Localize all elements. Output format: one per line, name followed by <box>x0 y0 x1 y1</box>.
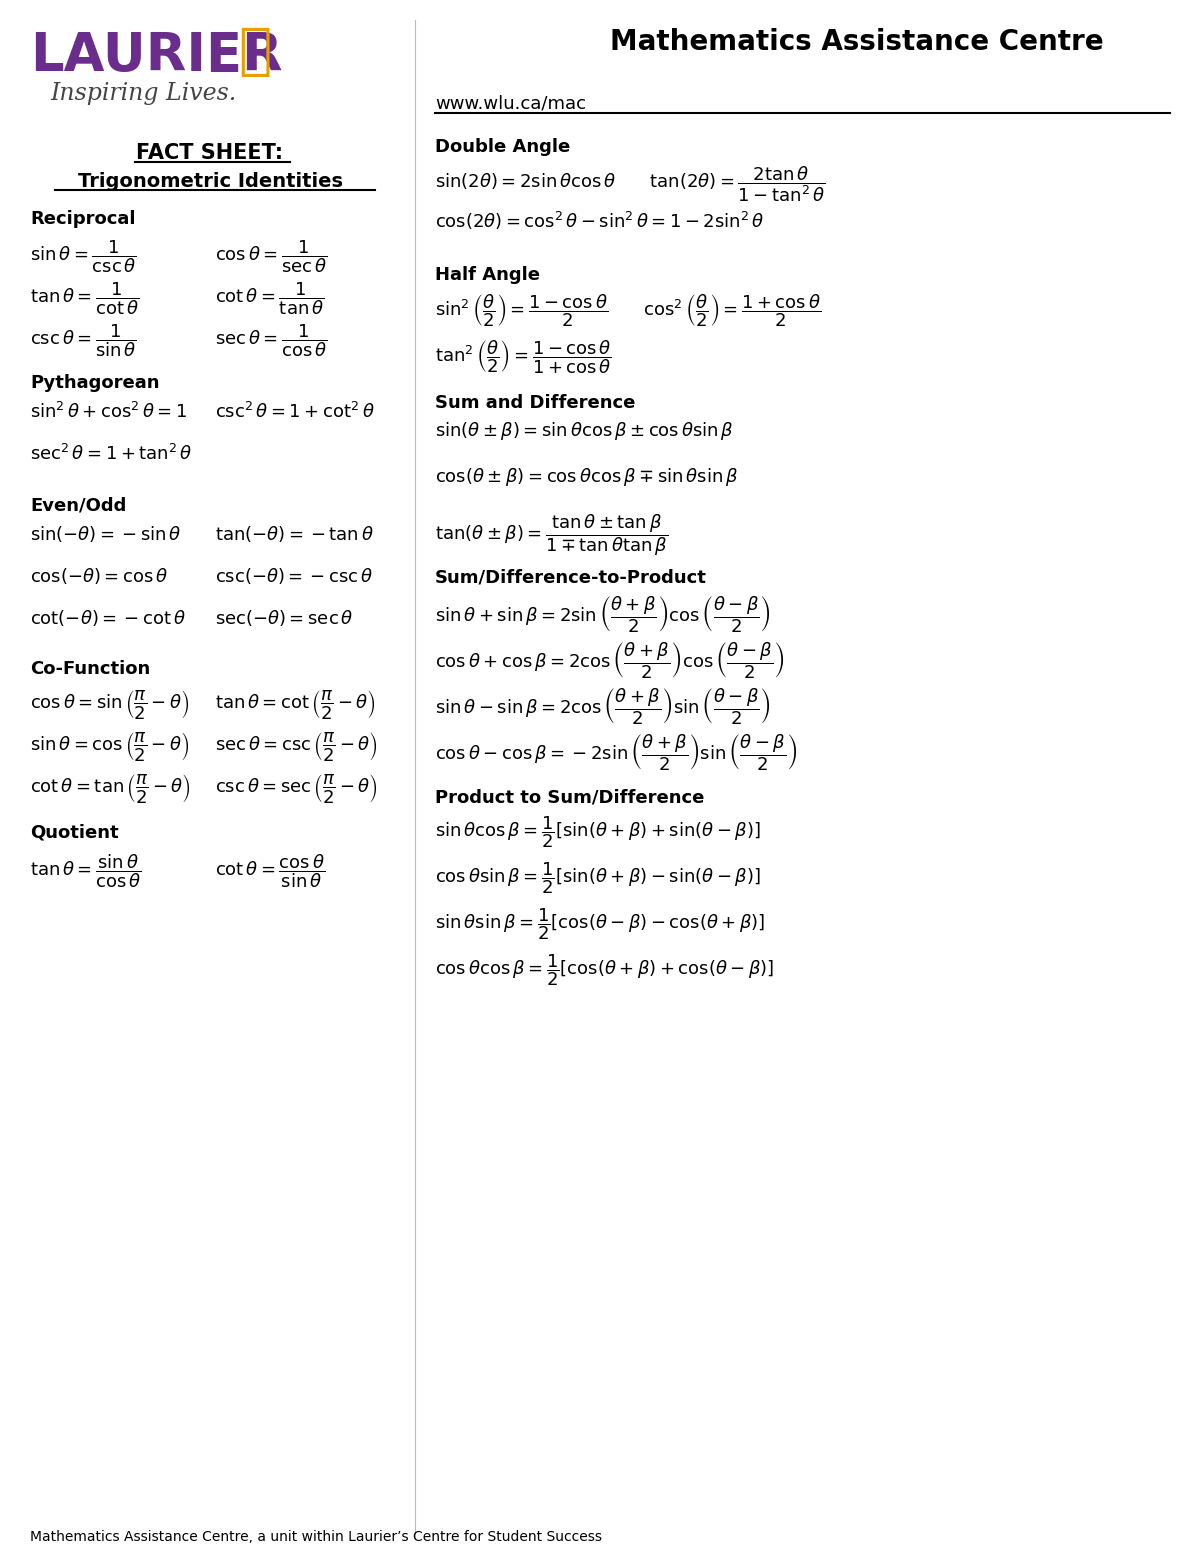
Text: www.wlu.ca/mac: www.wlu.ca/mac <box>436 95 586 113</box>
Text: $\csc\theta = \sec\left(\dfrac{\pi}{2} - \theta\right)$: $\csc\theta = \sec\left(\dfrac{\pi}{2} -… <box>215 772 378 804</box>
Text: $\sec\theta = \csc\left(\dfrac{\pi}{2} - \theta\right)$: $\sec\theta = \csc\left(\dfrac{\pi}{2} -… <box>215 730 378 763</box>
Text: Half Angle: Half Angle <box>436 266 540 284</box>
Text: $\cos(-\theta) = \cos\theta$: $\cos(-\theta) = \cos\theta$ <box>30 565 168 585</box>
Text: $\sec\theta = \dfrac{1}{\cos\theta}$: $\sec\theta = \dfrac{1}{\cos\theta}$ <box>215 321 328 359</box>
Text: $\sin\theta\sin\beta = \dfrac{1}{2}[\cos(\theta-\beta) - \cos(\theta+\beta)]$: $\sin\theta\sin\beta = \dfrac{1}{2}[\cos… <box>436 905 766 941</box>
Text: $\csc^2\theta = 1 + \cot^2\theta$: $\csc^2\theta = 1 + \cot^2\theta$ <box>215 402 374 422</box>
Text: $\cos\theta\cos\beta = \dfrac{1}{2}[\cos(\theta+\beta) + \cos(\theta-\beta)]$: $\cos\theta\cos\beta = \dfrac{1}{2}[\cos… <box>436 952 774 988</box>
Text: Quotient: Quotient <box>30 825 119 842</box>
Text: $\sin^2\theta + \cos^2\theta = 1$: $\sin^2\theta + \cos^2\theta = 1$ <box>30 402 187 422</box>
Text: Product to Sum/Difference: Product to Sum/Difference <box>436 787 704 806</box>
Text: $\sin\theta = \dfrac{1}{\csc\theta}$: $\sin\theta = \dfrac{1}{\csc\theta}$ <box>30 238 137 275</box>
Text: $\cos(\theta \pm \beta) = \cos\theta\cos\beta \mp \sin\theta\sin\beta$: $\cos(\theta \pm \beta) = \cos\theta\cos… <box>436 466 738 488</box>
Text: $\tan\theta = \dfrac{\sin\theta}{\cos\theta}$: $\tan\theta = \dfrac{\sin\theta}{\cos\th… <box>30 853 142 890</box>
Text: Inspiring Lives.: Inspiring Lives. <box>50 82 236 106</box>
Text: $\cot(-\theta) = -\cot\theta$: $\cot(-\theta) = -\cot\theta$ <box>30 609 186 627</box>
Text: $\cos\theta = \dfrac{1}{\sec\theta}$: $\cos\theta = \dfrac{1}{\sec\theta}$ <box>215 238 328 275</box>
Text: $\cos\theta\sin\beta = \dfrac{1}{2}[\sin(\theta+\beta) - \sin(\theta-\beta)]$: $\cos\theta\sin\beta = \dfrac{1}{2}[\sin… <box>436 860 761 896</box>
Text: $\sin(-\theta) = -\sin\theta$: $\sin(-\theta) = -\sin\theta$ <box>30 523 181 544</box>
Text: Reciprocal: Reciprocal <box>30 210 136 228</box>
Text: Co-Function: Co-Function <box>30 660 150 679</box>
Text: $\csc(-\theta) = -\csc\theta$: $\csc(-\theta) = -\csc\theta$ <box>215 565 373 585</box>
Text: $\cos\theta - \cos\beta = -2\sin\left(\dfrac{\theta+\beta}{2}\right)\sin\left(\d: $\cos\theta - \cos\beta = -2\sin\left(\d… <box>436 731 798 773</box>
Text: $\tan^2\left(\dfrac{\theta}{2}\right) = \dfrac{1-\cos\theta}{1+\cos\theta}$: $\tan^2\left(\dfrac{\theta}{2}\right) = … <box>436 339 612 376</box>
Text: $\sin\theta\cos\beta = \dfrac{1}{2}[\sin(\theta+\beta) + \sin(\theta-\beta)]$: $\sin\theta\cos\beta = \dfrac{1}{2}[\sin… <box>436 814 761 849</box>
Text: $\tan\theta = \cot\left(\dfrac{\pi}{2} - \theta\right)$: $\tan\theta = \cot\left(\dfrac{\pi}{2} -… <box>215 688 376 721</box>
Text: $\tan\theta = \dfrac{1}{\cot\theta}$: $\tan\theta = \dfrac{1}{\cot\theta}$ <box>30 280 139 317</box>
Text: $\csc\theta = \dfrac{1}{\sin\theta}$: $\csc\theta = \dfrac{1}{\sin\theta}$ <box>30 321 137 359</box>
Text: $\cos\theta = \sin\left(\dfrac{\pi}{2} - \theta\right)$: $\cos\theta = \sin\left(\dfrac{\pi}{2} -… <box>30 688 190 721</box>
Text: $\cos\theta + \cos\beta = 2\cos\left(\dfrac{\theta+\beta}{2}\right)\cos\left(\df: $\cos\theta + \cos\beta = 2\cos\left(\df… <box>436 640 785 680</box>
Text: $\tan(\theta \pm \beta) = \dfrac{\tan\theta \pm \tan\beta}{1 \mp \tan\theta\tan\: $\tan(\theta \pm \beta) = \dfrac{\tan\th… <box>436 512 668 558</box>
Text: $\cot\theta = \tan\left(\dfrac{\pi}{2} - \theta\right)$: $\cot\theta = \tan\left(\dfrac{\pi}{2} -… <box>30 772 191 804</box>
Text: Even/Odd: Even/Odd <box>30 495 126 514</box>
Text: $\tan(-\theta) = -\tan\theta$: $\tan(-\theta) = -\tan\theta$ <box>215 523 374 544</box>
Text: $\cos(2\theta) = \cos^2\theta - \sin^2\theta = 1 - 2\sin^2\theta$: $\cos(2\theta) = \cos^2\theta - \sin^2\t… <box>436 210 764 231</box>
Text: $\sin(2\theta) = 2\sin\theta\cos\theta \qquad \tan(2\theta) = \dfrac{2\tan\theta: $\sin(2\theta) = 2\sin\theta\cos\theta \… <box>436 165 826 203</box>
Text: Trigonometric Identities: Trigonometric Identities <box>78 172 342 191</box>
Text: Sum/Difference-to-Product: Sum/Difference-to-Product <box>436 568 707 585</box>
Text: Double Angle: Double Angle <box>436 138 570 155</box>
Text: Mathematics Assistance Centre: Mathematics Assistance Centre <box>610 28 1104 56</box>
Text: $\sin\theta - \sin\beta = 2\cos\left(\dfrac{\theta+\beta}{2}\right)\sin\left(\df: $\sin\theta - \sin\beta = 2\cos\left(\df… <box>436 686 770 727</box>
Text: $\sec(-\theta) = \sec\theta$: $\sec(-\theta) = \sec\theta$ <box>215 609 354 627</box>
Text: Mathematics Assistance Centre, a unit within Laurier’s Centre for Student Succes: Mathematics Assistance Centre, a unit wi… <box>30 1530 602 1544</box>
Text: $\sin\theta = \cos\left(\dfrac{\pi}{2} - \theta\right)$: $\sin\theta = \cos\left(\dfrac{\pi}{2} -… <box>30 730 190 763</box>
Text: LAURIER: LAURIER <box>30 30 283 82</box>
Text: FACT SHEET:: FACT SHEET: <box>137 143 283 163</box>
Text: $\sin\theta + \sin\beta = 2\sin\left(\dfrac{\theta+\beta}{2}\right)\cos\left(\df: $\sin\theta + \sin\beta = 2\sin\left(\df… <box>436 593 770 635</box>
Text: $\sin^2\left(\dfrac{\theta}{2}\right) = \dfrac{1-\cos\theta}{2} \qquad \cos^2\le: $\sin^2\left(\dfrac{\theta}{2}\right) = … <box>436 292 821 329</box>
Text: $\cot\theta = \dfrac{1}{\tan\theta}$: $\cot\theta = \dfrac{1}{\tan\theta}$ <box>215 280 324 317</box>
Text: 🍁: 🍁 <box>238 25 271 79</box>
Text: $\sin(\theta \pm \beta) = \sin\theta\cos\beta \pm \cos\theta\sin\beta$: $\sin(\theta \pm \beta) = \sin\theta\cos… <box>436 419 734 443</box>
Text: Sum and Difference: Sum and Difference <box>436 394 635 412</box>
Text: $\sec^2\theta = 1 + \tan^2\theta$: $\sec^2\theta = 1 + \tan^2\theta$ <box>30 444 192 464</box>
Text: $\cot\theta = \dfrac{\cos\theta}{\sin\theta}$: $\cot\theta = \dfrac{\cos\theta}{\sin\th… <box>215 853 325 890</box>
Text: Pythagorean: Pythagorean <box>30 374 160 391</box>
